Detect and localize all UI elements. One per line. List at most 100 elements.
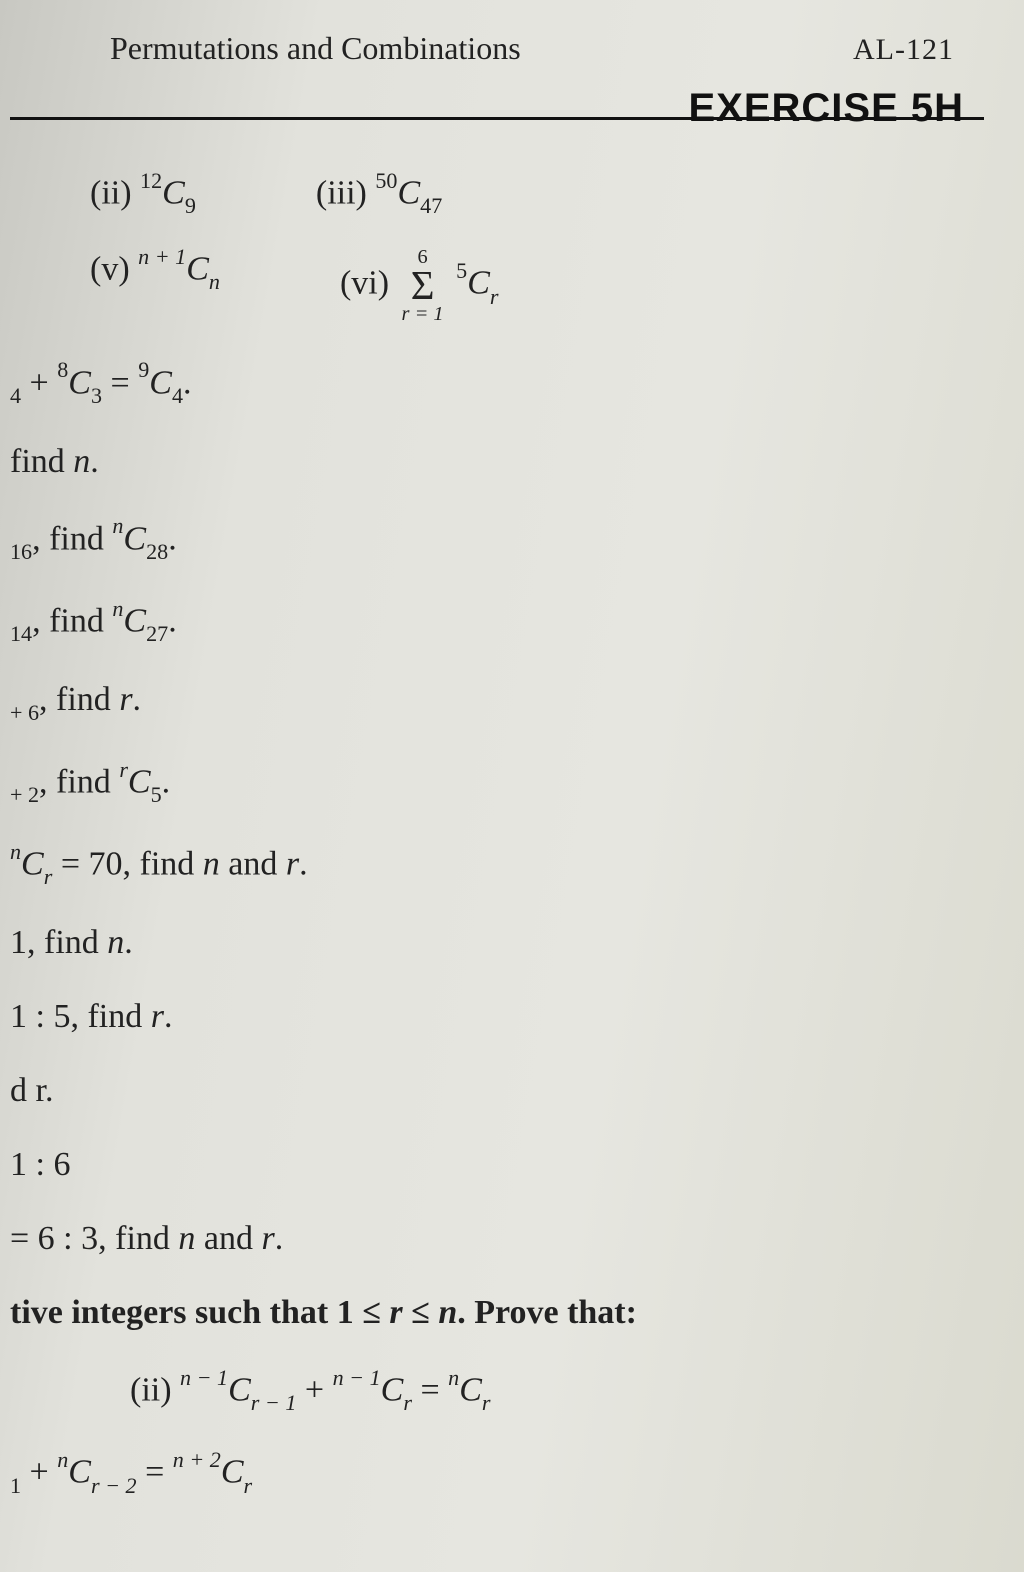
sub: 28 (146, 539, 168, 564)
item-iii: (iii) 50C47 (316, 171, 442, 217)
c-symbol: C (123, 520, 146, 557)
c-symbol: C (221, 1454, 244, 1491)
sub: r (490, 284, 499, 309)
c-symbol: C (467, 265, 490, 302)
sigma-symbol: Σ (402, 268, 444, 305)
sub: r − 2 (91, 1473, 137, 1498)
line-5: + 6, find r. (10, 681, 984, 724)
mid: , find (32, 520, 112, 557)
text: = 6 : 3, find n and r. (10, 1220, 283, 1257)
line-1: 4 + 8C3 = 9C4. (10, 361, 984, 407)
plus: + (296, 1371, 332, 1408)
presup: 9 (138, 357, 149, 382)
exercise-heading: EXERCISE 5H (10, 86, 964, 131)
presup: n − 1 (180, 1365, 228, 1390)
sub: 47 (420, 193, 442, 218)
eq: = (412, 1371, 448, 1408)
line-7: nCr = 70, find n and r. (10, 842, 984, 888)
item-label: (vi) (340, 265, 389, 302)
presup: 50 (375, 168, 397, 193)
line-3: 16, find nC28. (10, 517, 984, 563)
sub: n (209, 269, 220, 294)
eq: = (102, 364, 138, 401)
presup: n (10, 839, 21, 864)
line-8: 1, find n. (10, 924, 984, 962)
presup: 12 (140, 168, 162, 193)
item-v: (v) n + 1Cn (90, 247, 220, 325)
frag: 4 (10, 383, 21, 408)
text: 1 : 5, find r. (10, 998, 172, 1035)
sub: r (403, 1390, 412, 1415)
plus: + (21, 1454, 57, 1491)
line-15: 1 + nCr − 2 = n + 2Cr (10, 1450, 984, 1496)
c-symbol: C (381, 1371, 404, 1408)
presup: n (57, 1447, 68, 1472)
c-symbol: C (128, 763, 151, 800)
problem-row-2: (v) n + 1Cn (vi) 6 Σ r = 1 5Cr (10, 247, 984, 325)
line-14: (ii) n − 1Cr − 1 + n − 1Cr = nCr (10, 1368, 984, 1414)
c-symbol: C (68, 364, 91, 401)
dot: . (168, 602, 177, 639)
line-11: 1 : 6 (10, 1146, 984, 1184)
c-symbol: C (68, 1454, 91, 1491)
frag: + 2 (10, 782, 39, 807)
line-2: find n. (10, 443, 984, 481)
frag: 1 (10, 1473, 21, 1498)
item-label: (v) (90, 250, 130, 287)
sub: 27 (146, 621, 168, 646)
item-ii: (ii) 12C9 (90, 171, 196, 217)
sub: 3 (91, 383, 102, 408)
dot: . (162, 763, 171, 800)
item-vi: (vi) 6 Σ r = 1 5Cr (340, 247, 499, 325)
c-symbol: C (228, 1371, 251, 1408)
frag: 14 (10, 621, 32, 646)
c-symbol: C (186, 250, 209, 287)
frag: 16 (10, 539, 32, 564)
problem-row-1: (ii) 12C9 (iii) 50C47 (10, 171, 984, 217)
presup: n (448, 1365, 459, 1390)
text: = 70, find n and r. (52, 845, 307, 882)
page-header: Permutations and Combinations AL-121 (10, 30, 984, 67)
sub: r (244, 1473, 253, 1498)
dot: . (183, 364, 192, 401)
presup: n (112, 596, 123, 621)
sub: r (482, 1390, 491, 1415)
line-10: d r. (10, 1072, 984, 1110)
item-label: (ii) (90, 174, 132, 211)
mid: , find (39, 763, 119, 800)
dot: . (168, 520, 177, 557)
plus: + (21, 364, 57, 401)
page-number: AL-121 (853, 33, 954, 67)
presup: n − 1 (333, 1365, 381, 1390)
line-13: tive integers such that 1 ≤ r ≤ n. Prove… (10, 1294, 984, 1332)
chapter-title: Permutations and Combinations (110, 30, 521, 67)
presup: n (112, 513, 123, 538)
item-label: (ii) (130, 1371, 180, 1408)
c-symbol: C (21, 845, 44, 882)
sub: r (44, 864, 53, 889)
sum-lower: r = 1 (402, 304, 444, 324)
text: 1, find n. (10, 924, 133, 961)
sub: 4 (172, 383, 183, 408)
c-symbol: C (459, 1371, 482, 1408)
item-label: (iii) (316, 174, 367, 211)
line-4: 14, find nC27. (10, 599, 984, 645)
c-symbol: C (162, 174, 185, 211)
line-12: = 6 : 3, find n and r. (10, 1220, 984, 1258)
presup: n + 2 (173, 1447, 221, 1472)
text: , find r. (39, 681, 141, 718)
line-6: + 2, find rC5. (10, 760, 984, 806)
sigma-icon: 6 Σ r = 1 (402, 247, 444, 325)
text: tive integers such that 1 ≤ r ≤ n. Prove… (10, 1294, 637, 1331)
presup: 5 (456, 258, 467, 283)
sub: r − 1 (251, 1390, 297, 1415)
eq: = (137, 1454, 173, 1491)
frag: + 6 (10, 700, 39, 725)
text: find n. (10, 443, 99, 480)
sub: 5 (151, 782, 162, 807)
sub: 9 (185, 193, 196, 218)
presup: n + 1 (138, 244, 186, 269)
presup: r (119, 757, 128, 782)
c-symbol: C (123, 602, 146, 639)
mid: , find (32, 602, 112, 639)
